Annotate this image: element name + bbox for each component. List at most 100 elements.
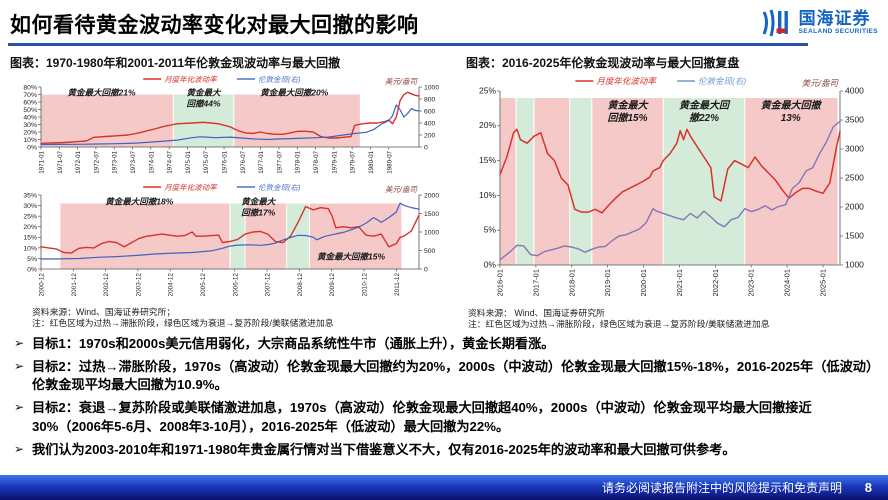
svg-text:2002-12: 2002-12 (103, 273, 110, 297)
svg-text:1500: 1500 (424, 211, 439, 218)
svg-text:黄金最大: 黄金最大 (186, 87, 222, 97)
svg-text:月度年化波动率: 月度年化波动率 (596, 76, 657, 86)
svg-text:1973-07: 1973-07 (130, 150, 137, 173)
svg-text:2001-12: 2001-12 (71, 273, 78, 297)
svg-text:1976-07: 1976-07 (240, 150, 247, 173)
svg-text:撤22%: 撤22% (689, 112, 719, 124)
logo-name-cn: 国海证券 (798, 9, 871, 29)
bullet-list: ➢ 目标1：1970s和2000s美元信用弱化，大宗商品系统性牛市（通胀上升），… (0, 335, 888, 459)
footer-bar: 请务必阅读报告附注中的风险提示和免责声明 8 (0, 475, 888, 500)
svg-text:2025-01: 2025-01 (819, 269, 828, 297)
svg-text:30%: 30% (23, 122, 37, 129)
svg-text:5%: 5% (27, 256, 37, 263)
svg-text:伦敦金现(右): 伦敦金现(右) (258, 75, 301, 84)
svg-text:2000-12: 2000-12 (39, 273, 46, 297)
svg-text:美元/盎司: 美元/盎司 (385, 77, 419, 86)
footer-page-number: 8 (864, 480, 872, 495)
left-note: 注：红色区域为过热→滞胀阶段，绿色区域为衰退→复苏阶段/美联储激进加息 (32, 318, 334, 329)
bullet-arrow-icon: ➢ (14, 400, 25, 415)
svg-text:10%: 10% (479, 190, 496, 200)
svg-text:1500: 1500 (845, 230, 864, 240)
svg-text:月度年化波动率: 月度年化波动率 (164, 183, 218, 192)
svg-text:黄金最大回撤18%: 黄金最大回撤18% (105, 197, 173, 207)
svg-text:1979-07: 1979-07 (350, 150, 357, 173)
left-chart-caption: 图表：1970-1980年和2001-2011年伦敦金现波动率与最大回撤 (10, 56, 341, 70)
svg-text:0: 0 (424, 144, 428, 151)
svg-text:10%: 10% (23, 137, 37, 144)
svg-text:2011-12: 2011-12 (394, 273, 401, 296)
svg-text:600: 600 (424, 108, 436, 115)
svg-text:80%: 80% (23, 84, 37, 91)
svg-text:伦敦金现(右): 伦敦金现(右) (258, 183, 301, 192)
svg-text:25%: 25% (23, 214, 37, 221)
svg-text:25%: 25% (479, 85, 496, 95)
svg-text:0: 0 (424, 266, 428, 273)
svg-text:黄金最大回撤20%: 黄金最大回撤20% (260, 87, 328, 97)
charts-area: 图表：1970-1980年和2001-2011年伦敦金现波动率与最大回撤 0% 1… (0, 48, 888, 331)
svg-text:10%: 10% (23, 245, 37, 252)
svg-text:2021-01: 2021-01 (675, 269, 684, 297)
svg-text:回撤17%: 回撤17% (241, 208, 275, 218)
svg-text:0%: 0% (27, 266, 37, 273)
svg-text:0%: 0% (27, 144, 37, 151)
svg-text:0%: 0% (484, 259, 497, 269)
svg-text:800: 800 (424, 96, 436, 103)
svg-text:13%: 13% (781, 113, 801, 124)
chart-gold-2000s: 0% 5% 10% 15% 20% 25% 30% 35% 0 500 1000 1500 2000 20… (8, 182, 458, 307)
svg-text:黄金最大: 黄金最大 (241, 197, 277, 207)
bullet-item: ➢ 目标1：1970s和2000s美元信用弱化，大宗商品系统性牛市（通胀上升），… (14, 335, 876, 354)
svg-text:1975-07: 1975-07 (203, 150, 210, 173)
title-underline (8, 43, 808, 46)
svg-text:30%: 30% (23, 203, 37, 210)
svg-text:2010-12: 2010-12 (362, 273, 369, 297)
bullet-text: 目标2：衰退→复苏阶段或美联储激进加息，1970s（高波动）伦敦金现最大回撤超4… (32, 400, 812, 434)
svg-text:伦敦金现(右): 伦敦金现(右) (698, 76, 746, 86)
svg-text:2000: 2000 (845, 201, 864, 211)
svg-text:2018-01: 2018-01 (567, 269, 576, 297)
svg-text:回撤44%: 回撤44% (186, 98, 220, 108)
bullet-text: 目标2：过热→滞胀阶段，1970s（高波动）伦敦金现最大回撤约为20%，2000… (32, 358, 873, 393)
footer-disclaimer: 请务必阅读报告附注中的风险提示和免责声明 (601, 481, 842, 495)
svg-text:黄金最大回撤: 黄金最大回撤 (761, 99, 823, 111)
bullet-arrow-icon: ➢ (14, 441, 25, 456)
svg-text:2020-01: 2020-01 (639, 269, 648, 297)
bullet-item: ➢ 我们认为2003-2010年和1971-1980年贵金属行情对当下借鉴意义不… (14, 441, 876, 460)
svg-text:20%: 20% (23, 224, 37, 231)
company-logo: 国海证券 SEALAND SECURITIES (760, 8, 878, 38)
right-chart-panel: 图表：2016-2025年伦敦金现波动率与最大回撤复盘 0% 5% 10% 15% 20… (464, 50, 880, 331)
left-source: 资料来源：Wind、国海证券研究所； (32, 307, 176, 317)
svg-text:5%: 5% (484, 225, 497, 235)
svg-text:35%: 35% (23, 192, 37, 199)
svg-text:200: 200 (424, 132, 436, 139)
svg-text:2006-12: 2006-12 (232, 273, 239, 297)
svg-text:1000: 1000 (845, 259, 864, 269)
svg-text:500: 500 (424, 248, 436, 255)
left-chart-panel: 图表：1970-1980年和2001-2011年伦敦金现波动率与最大回撤 0% 1… (8, 50, 458, 331)
svg-text:1972-01: 1972-01 (75, 150, 82, 173)
svg-text:4000: 4000 (845, 85, 864, 95)
svg-text:2023-01: 2023-01 (747, 269, 756, 297)
svg-text:2004-12: 2004-12 (168, 273, 175, 297)
svg-text:黄金最大回撤21%: 黄金最大回撤21% (67, 87, 135, 97)
svg-text:1000: 1000 (424, 229, 439, 236)
svg-text:2009-12: 2009-12 (329, 273, 336, 297)
svg-text:40%: 40% (23, 114, 37, 121)
svg-text:2000: 2000 (424, 192, 439, 199)
svg-text:2017-01: 2017-01 (531, 269, 540, 297)
bullet-arrow-icon: ➢ (14, 335, 25, 350)
right-source: 资料来源： Wind、国海证券研究所 (468, 308, 605, 318)
svg-text:15%: 15% (479, 155, 496, 165)
left-source-note: 资料来源：Wind、国海证券研究所； 注：红色区域为过热→滞胀阶段，绿色区域为衰… (32, 307, 458, 330)
right-chart-caption: 图表：2016-2025年伦敦金现波动率与最大回撤复盘 (466, 56, 740, 70)
right-source-note: 资料来源： Wind、国海证券研究所 注：红色区域为过热→滞胀阶段，绿色区域为衰… (468, 308, 880, 331)
svg-text:50%: 50% (23, 107, 37, 114)
svg-text:1976-01: 1976-01 (222, 150, 229, 173)
svg-text:黄金最大: 黄金最大 (608, 99, 650, 111)
svg-text:2022-01: 2022-01 (711, 269, 720, 297)
svg-text:2003-12: 2003-12 (135, 273, 142, 297)
svg-text:1972-07: 1972-07 (93, 150, 100, 173)
svg-text:1977-01: 1977-01 (258, 150, 265, 173)
slide-header: 如何看待黄金波动率变化对最大回撤的影响 国海证券 SEALAND SECURIT… (0, 0, 888, 48)
svg-text:15%: 15% (23, 235, 37, 242)
svg-text:2500: 2500 (845, 172, 864, 182)
